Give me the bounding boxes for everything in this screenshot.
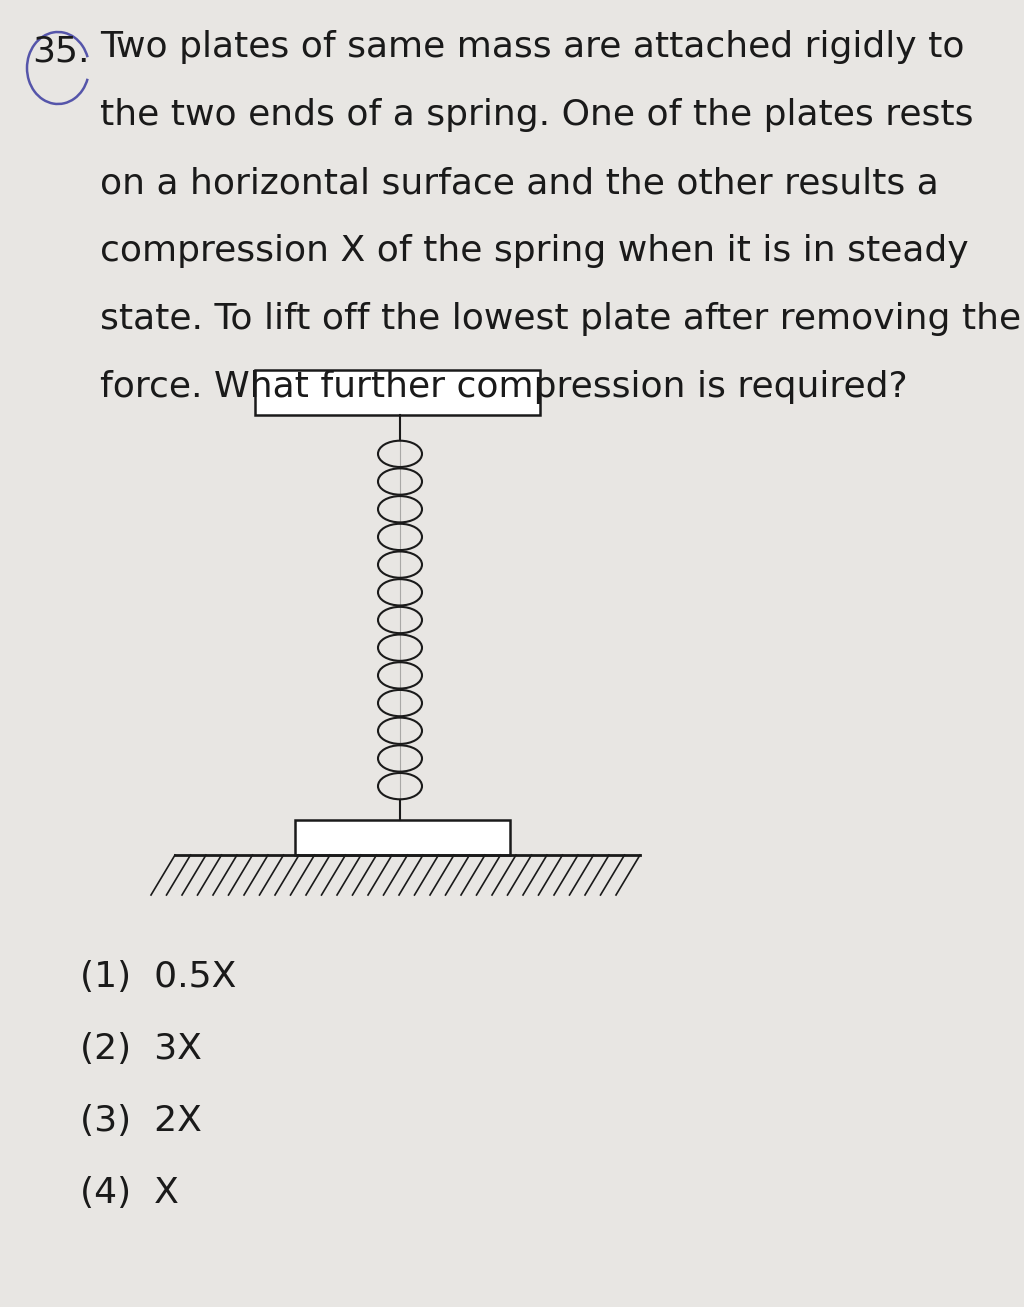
Text: 35.: 35. (32, 35, 89, 69)
Text: on a horizontal surface and the other results a: on a horizontal surface and the other re… (100, 166, 939, 200)
Text: (1)  0.5X: (1) 0.5X (80, 961, 237, 995)
Text: force. What further compression is required?: force. What further compression is requi… (100, 370, 907, 404)
Text: (2)  3X: (2) 3X (80, 1033, 202, 1067)
Bar (255, 370, 540, 416)
Text: the two ends of a spring. One of the plates rests: the two ends of a spring. One of the pla… (100, 98, 974, 132)
Text: (4)  X: (4) X (80, 1176, 179, 1210)
Text: state. To lift off the lowest plate after removing the: state. To lift off the lowest plate afte… (100, 302, 1021, 336)
Text: (3)  2X: (3) 2X (80, 1104, 202, 1138)
Text: Two plates of same mass are attached rigidly to: Two plates of same mass are attached rig… (100, 30, 965, 64)
Text: compression X of the spring when it is in steady: compression X of the spring when it is i… (100, 234, 969, 268)
Bar (295, 819, 510, 855)
